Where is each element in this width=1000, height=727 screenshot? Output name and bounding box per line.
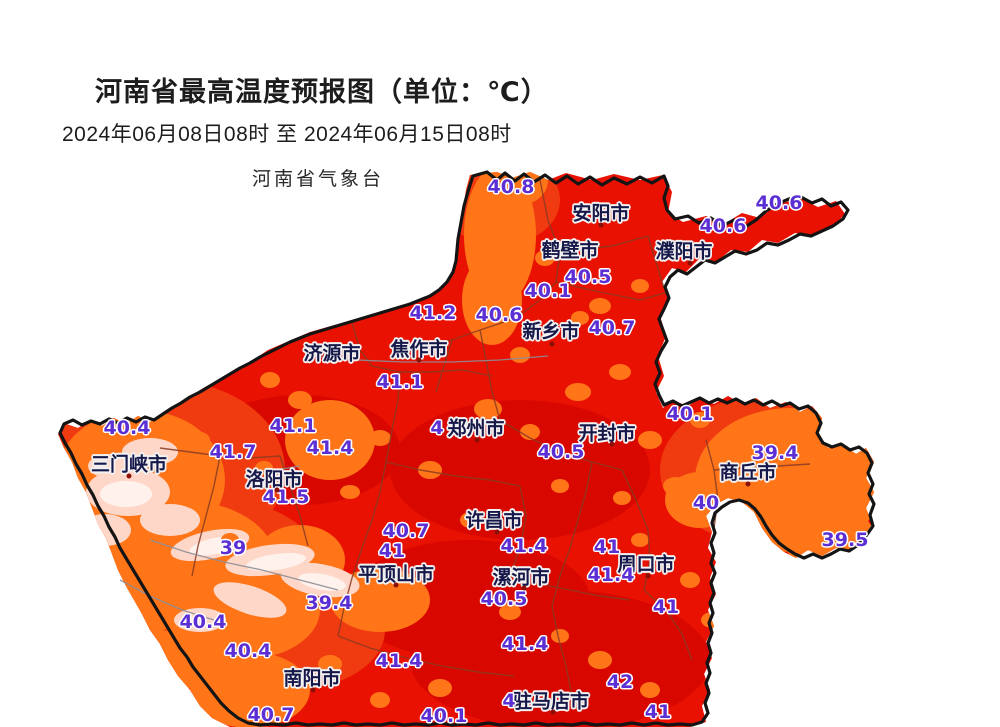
temp-value[interactable]: 40.1 [420,705,468,727]
temp-value[interactable]: 41.7 [209,441,257,463]
city-label-anyang[interactable]: 安阳市 [572,202,630,225]
temp-value[interactable]: 41.4 [306,437,354,459]
temp-value[interactable]: 40 [692,492,720,514]
city-label-zhoukou[interactable]: 周口市 [617,553,675,576]
city-label-shangqiu[interactable]: 商丘市 [719,461,777,484]
city-label-nanyang[interactable]: 南阳市 [283,667,341,690]
temp-value[interactable]: 4 [430,417,444,439]
temp-value[interactable]: 40.1 [524,280,572,302]
city-label-jiaozuo[interactable]: 焦作市 [390,338,448,361]
temp-value[interactable]: 41.4 [500,535,548,557]
temp-value[interactable]: 40.5 [537,441,585,463]
temp-value[interactable]: 40.4 [224,640,272,662]
temp-value[interactable]: 40.7 [588,317,636,339]
prefecture-boundaries [159,179,811,697]
city-label-luoyang[interactable]: 洛阳市 [245,468,303,491]
temp-value[interactable]: 40.8 [487,176,535,198]
city-label-jiyuan[interactable]: 济源市 [303,342,361,365]
temp-value[interactable]: 40.7 [382,520,430,542]
temp-value[interactable]: 40.4 [103,417,151,439]
temp-value[interactable]: 42 [606,671,634,693]
temp-value[interactable]: 41.4 [375,650,423,672]
city-label-xinxiang[interactable]: 新乡市 [522,320,580,343]
temp-value[interactable]: 41 [652,596,680,618]
temp-value[interactable]: 41 [378,540,406,562]
city-label-xuchang[interactable]: 许昌市 [465,509,523,532]
temp-value[interactable]: 41.4 [501,633,549,655]
city-label-puyang[interactable]: 濮阳市 [655,240,713,263]
rivers [119,355,549,621]
city-label-luohe[interactable]: 漯河市 [492,566,550,589]
city-label-hebi[interactable]: 鹤壁市 [541,239,599,262]
temp-value[interactable]: 41.4 [587,564,635,586]
temp-value[interactable]: 40.6 [699,215,747,237]
temp-value[interactable]: 40.5 [564,266,612,288]
city-label-zhengzhou[interactable]: 郑州市 [447,417,505,440]
temp-value[interactable]: 40.4 [179,611,227,633]
temp-value[interactable]: 41.2 [409,302,457,324]
city-label-kaifeng[interactable]: 开封市 [578,422,636,445]
temp-value[interactable]: 41.1 [376,371,424,393]
city-label-pingdingshan[interactable]: 平顶山市 [357,563,435,586]
temp-value[interactable]: 40.5 [480,588,528,610]
temp-value[interactable]: 41 [593,536,621,558]
temp-value[interactable]: 39.4 [751,442,799,464]
temp-value[interactable]: 40.7 [247,704,295,726]
temp-value[interactable]: 39.4 [305,592,353,614]
temp-value[interactable]: 41.1 [269,415,317,437]
temp-band-37 [100,481,346,591]
city-label-zhumadian[interactable]: 驻马店市 [512,690,590,713]
temp-value[interactable]: 41 [644,701,672,723]
temp-value[interactable]: 40.6 [755,192,803,214]
temp-value[interactable]: 40.1 [666,403,714,425]
temp-value[interactable]: 40.6 [475,304,523,326]
city-label-sanmenxia[interactable]: 三门峡市 [90,453,168,476]
temp-value[interactable]: 39.5 [821,529,869,551]
temp-value[interactable]: 39 [219,537,247,559]
temp-value[interactable]: 41.5 [262,486,310,508]
temp-value[interactable]: 4 [502,690,516,712]
